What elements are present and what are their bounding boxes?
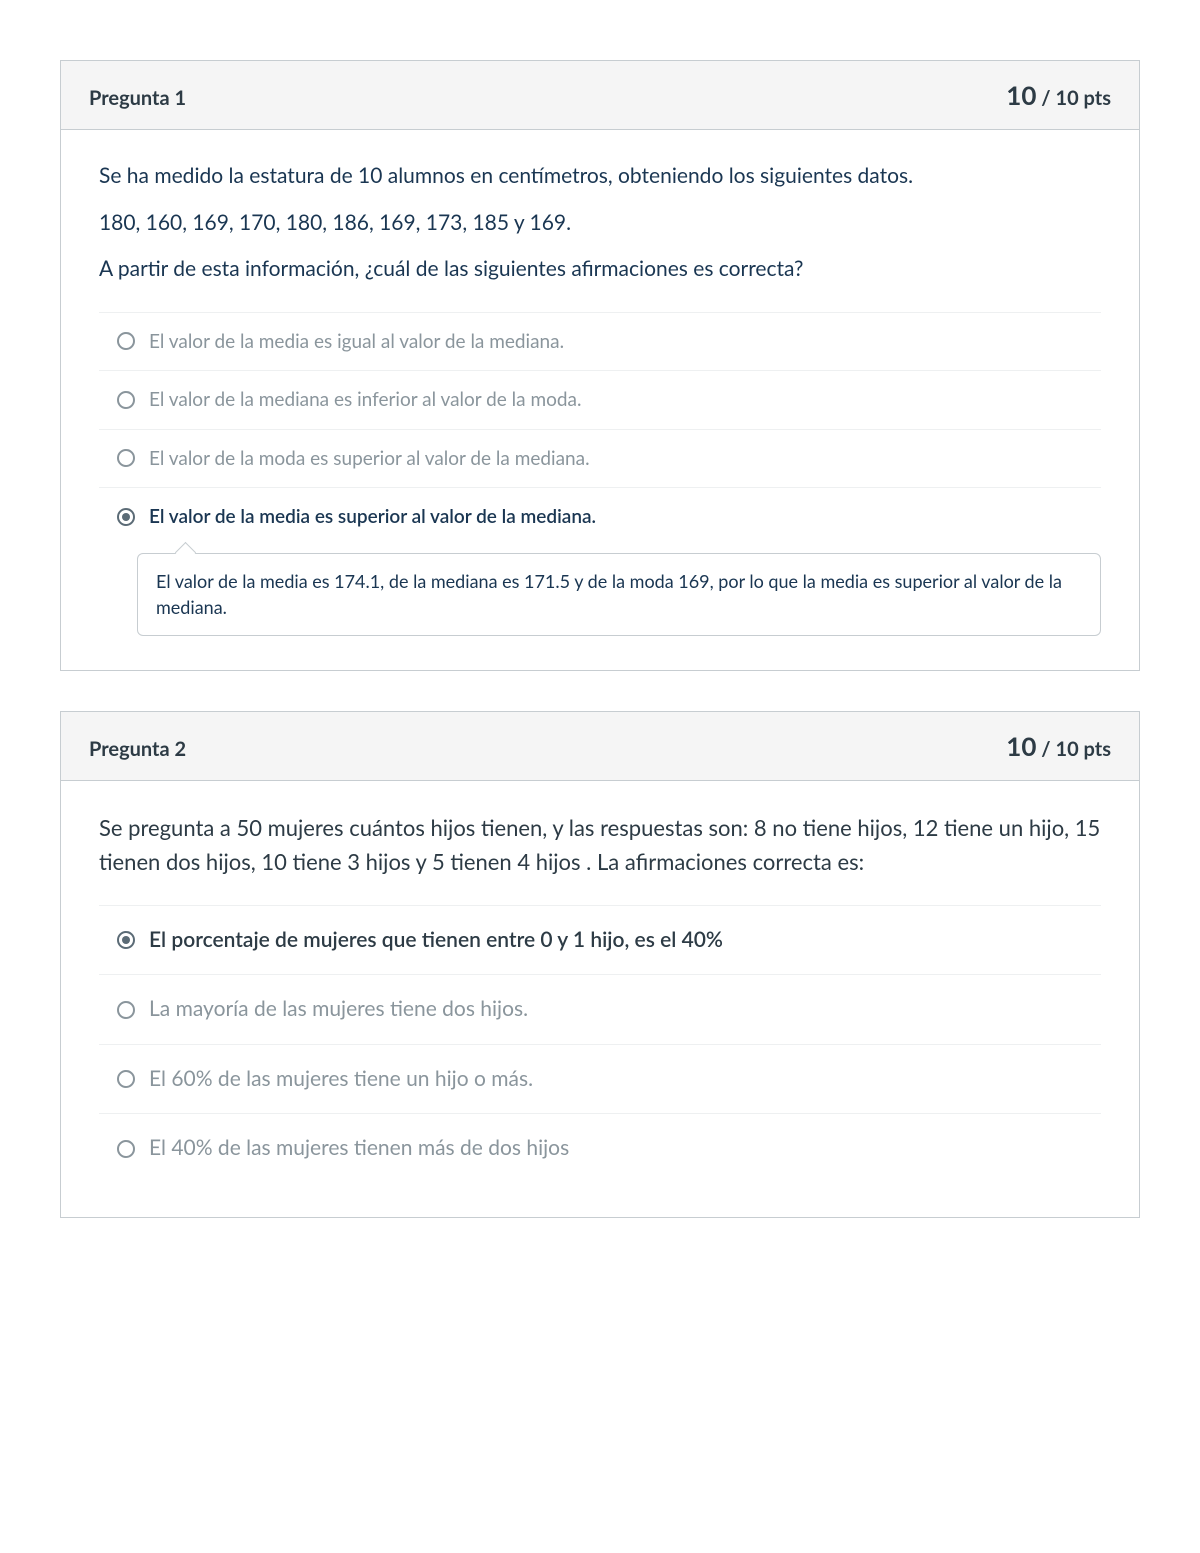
question-body: Se pregunta a 50 mujeres cuántos hijos t…	[61, 781, 1139, 1217]
radio-icon	[117, 332, 135, 350]
question-points: 10 / 10 pts	[1006, 79, 1111, 111]
answers-list: El porcentaje de mujeres que tienen entr…	[99, 905, 1101, 1183]
question-card: Pregunta 2 10 / 10 pts Se pregunta a 50 …	[60, 711, 1140, 1218]
points-earned: 10	[1006, 79, 1036, 111]
answer-text: La mayoría de las mujeres tiene dos hijo…	[149, 993, 528, 1026]
answers-list: El valor de la media es igual al valor d…	[99, 312, 1101, 636]
points-total: 10 pts	[1055, 737, 1111, 761]
radio-icon	[117, 931, 135, 949]
radio-icon	[117, 508, 135, 526]
question-title: Pregunta 2	[89, 737, 186, 761]
radio-icon	[117, 391, 135, 409]
points-sep: /	[1036, 86, 1055, 110]
answer-text: El valor de la moda es superior al valor…	[149, 444, 590, 473]
points-earned: 10	[1006, 730, 1036, 762]
prompt-line: A partir de esta información, ¿cuál de l…	[99, 253, 1101, 286]
points-sep: /	[1036, 737, 1055, 761]
question-prompt: Se ha medido la estatura de 10 alumnos e…	[99, 160, 1101, 286]
answer-text: El 60% de las mujeres tiene un hijo o má…	[149, 1063, 533, 1096]
answer-feedback: El valor de la media es 174.1, de la med…	[137, 553, 1101, 635]
prompt-line: Se ha medido la estatura de 10 alumnos e…	[99, 160, 1101, 193]
answer-option[interactable]: El valor de la media es superior al valo…	[99, 487, 1101, 545]
question-body: Se ha medido la estatura de 10 alumnos e…	[61, 130, 1139, 670]
radio-icon	[117, 449, 135, 467]
answer-text: El porcentaje de mujeres que tienen entr…	[149, 924, 723, 957]
answer-option[interactable]: El 40% de las mujeres tienen más de dos …	[99, 1113, 1101, 1183]
answer-option[interactable]: El valor de la mediana es inferior al va…	[99, 370, 1101, 428]
answer-option[interactable]: El porcentaje de mujeres que tienen entr…	[99, 905, 1101, 975]
question-header: Pregunta 2 10 / 10 pts	[61, 712, 1139, 781]
question-header: Pregunta 1 10 / 10 pts	[61, 61, 1139, 130]
answer-option[interactable]: El 60% de las mujeres tiene un hijo o má…	[99, 1044, 1101, 1114]
answer-option[interactable]: El valor de la moda es superior al valor…	[99, 429, 1101, 487]
question-prompt: Se pregunta a 50 mujeres cuántos hijos t…	[99, 811, 1101, 879]
prompt-line: 180, 160, 169, 170, 180, 186, 169, 173, …	[99, 207, 1101, 240]
question-points: 10 / 10 pts	[1006, 730, 1111, 762]
radio-icon	[117, 1001, 135, 1019]
answer-text: El valor de la media es igual al valor d…	[149, 327, 564, 356]
points-total: 10 pts	[1055, 86, 1111, 110]
radio-icon	[117, 1070, 135, 1088]
prompt-line: Se pregunta a 50 mujeres cuántos hijos t…	[99, 811, 1101, 879]
answer-text: El valor de la media es superior al valo…	[149, 502, 596, 531]
answer-option[interactable]: La mayoría de las mujeres tiene dos hijo…	[99, 974, 1101, 1044]
question-card: Pregunta 1 10 / 10 pts Se ha medido la e…	[60, 60, 1140, 671]
answer-text: El 40% de las mujeres tienen más de dos …	[149, 1132, 569, 1165]
answer-text: El valor de la mediana es inferior al va…	[149, 385, 581, 414]
radio-icon	[117, 1140, 135, 1158]
question-title: Pregunta 1	[89, 86, 186, 110]
answer-option[interactable]: El valor de la media es igual al valor d…	[99, 312, 1101, 370]
